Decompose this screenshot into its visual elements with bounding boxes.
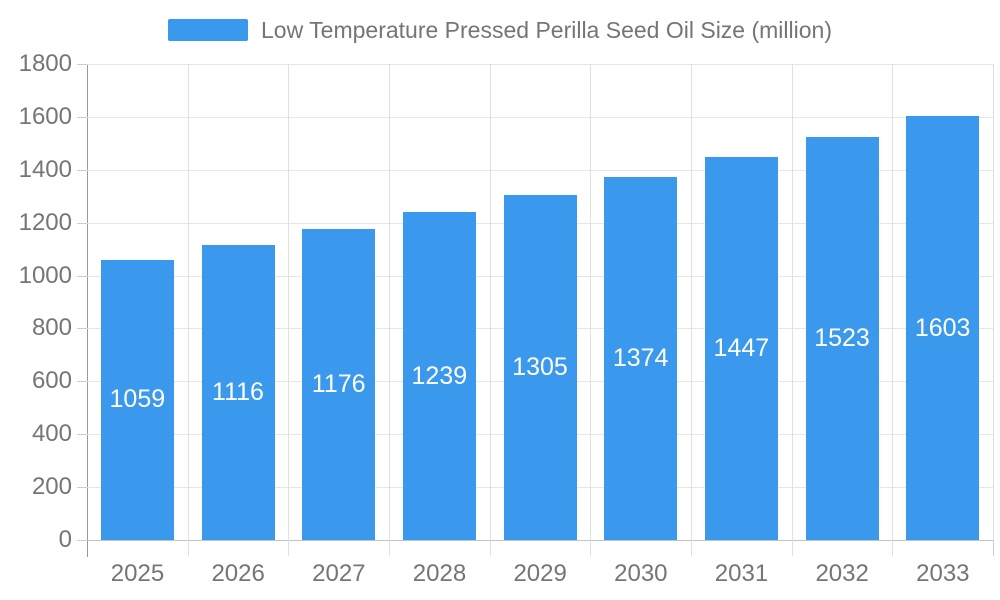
- bar-value-label: 1176: [311, 370, 366, 398]
- y-axis-tick-label: 1000: [18, 261, 72, 289]
- y-axis-tick: [77, 540, 87, 541]
- y-axis-tick-label: 200: [31, 473, 72, 501]
- vertical-gridline: [590, 64, 592, 540]
- x-axis-tick-label: 2025: [110, 560, 165, 587]
- bar-value-label: 1603: [914, 313, 971, 342]
- x-axis-tick: [389, 540, 390, 556]
- y-axis-tick-label: 1600: [18, 102, 72, 130]
- bar-2030[interactable]: 1374: [604, 176, 678, 540]
- bar-2033[interactable]: 1603: [906, 116, 980, 540]
- y-axis-tick-label: 1400: [18, 155, 72, 183]
- vertical-gridline: [389, 64, 390, 540]
- y-axis-tick-label: 1200: [18, 208, 72, 236]
- x-axis-tick: [993, 540, 994, 556]
- bar-2028[interactable]: 1239: [402, 212, 476, 540]
- plot-area: 1059 1116 1176 1239 1305 1374 1447 1523 1603: [87, 64, 994, 540]
- legend-swatch-icon[interactable]: [168, 19, 248, 41]
- x-axis-tick: [590, 540, 592, 556]
- y-axis-tick-label: 1800: [18, 50, 72, 77]
- y-axis-tick-label: 0: [58, 526, 72, 553]
- x-axis-tick-label: 2027: [312, 560, 366, 587]
- y-axis-tick: [77, 64, 87, 65]
- y-axis-tick: [77, 275, 87, 277]
- y-axis-tick: [77, 116, 87, 118]
- y-axis-tick: [77, 169, 87, 171]
- y-axis-tick: [77, 434, 87, 436]
- bar-2026[interactable]: 1116: [201, 244, 275, 540]
- y-axis-line: [87, 64, 88, 557]
- x-axis-tick-label: 2028: [412, 560, 467, 587]
- bar-2029[interactable]: 1305: [503, 194, 577, 540]
- x-axis-tick-label: 2030: [614, 560, 668, 587]
- horizontal-gridline: [87, 116, 993, 118]
- x-axis-tick: [187, 540, 189, 556]
- x-axis-tick-label: 2029: [513, 560, 567, 587]
- legend[interactable]: Low Temperature Pressed Perilla Seed Oil…: [0, 17, 1000, 43]
- x-axis-tick: [288, 540, 290, 556]
- vertical-gridline: [691, 64, 692, 540]
- bar-2025[interactable]: 1059: [100, 259, 174, 540]
- legend-label[interactable]: Low Temperature Pressed Perilla Seed Oil…: [261, 17, 832, 43]
- horizontal-gridline: [87, 64, 993, 65]
- bar-value-label: 1447: [713, 334, 770, 363]
- x-axis-tick: [489, 540, 491, 556]
- y-axis-tick-label: 800: [31, 314, 72, 342]
- vertical-gridline: [791, 64, 793, 540]
- bar-value-label: 1116: [212, 377, 264, 406]
- y-axis-tick-label: 400: [31, 420, 72, 448]
- y-axis-tick: [77, 328, 87, 330]
- y-axis-tick: [77, 487, 87, 489]
- bar-2027[interactable]: 1176: [302, 229, 376, 540]
- vertical-gridline: [288, 64, 290, 540]
- vertical-gridline: [993, 64, 994, 540]
- bar-2032[interactable]: 1523: [805, 137, 879, 540]
- y-axis-tick: [77, 222, 87, 224]
- x-axis-tick: [892, 540, 894, 556]
- x-axis-tick-label: 2033: [916, 560, 970, 587]
- bar-value-label: 1523: [814, 324, 870, 353]
- y-axis-tick-label: 600: [31, 367, 72, 395]
- bar-value-label: 1059: [109, 385, 166, 414]
- x-axis-tick-label: 2031: [714, 560, 769, 587]
- vertical-gridline: [489, 64, 491, 540]
- x-axis-baseline: [77, 540, 993, 541]
- bar-value-label: 1374: [612, 343, 669, 372]
- x-axis-tick: [791, 540, 793, 556]
- x-axis-tick-label: 2032: [815, 560, 869, 587]
- x-axis-tick-label: 2026: [211, 560, 265, 587]
- vertical-gridline: [187, 64, 189, 540]
- vertical-gridline: [892, 64, 894, 540]
- bar-value-label: 1239: [411, 361, 468, 390]
- bar-value-label: 1305: [512, 352, 568, 381]
- y-axis-tick: [77, 381, 87, 383]
- bar-2031[interactable]: 1447: [704, 157, 778, 540]
- x-axis-tick: [691, 540, 692, 556]
